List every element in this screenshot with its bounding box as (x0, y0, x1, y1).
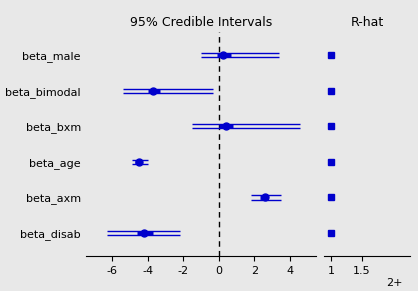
Text: 2+: 2+ (386, 278, 403, 288)
Title: R-hat: R-hat (350, 17, 384, 29)
Title: 95% Credible Intervals: 95% Credible Intervals (130, 17, 272, 29)
